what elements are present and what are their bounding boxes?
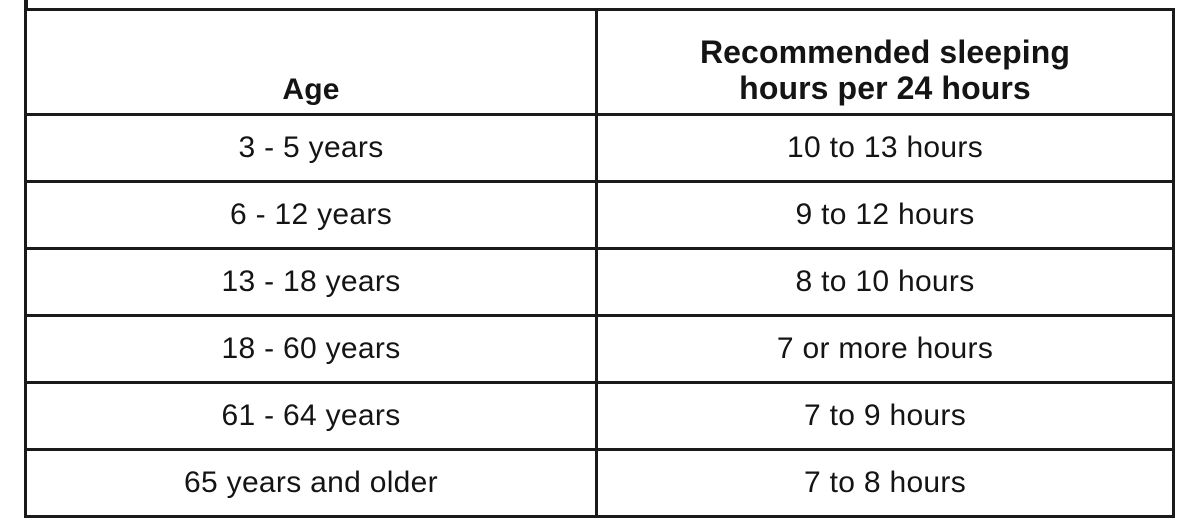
- cell-age: 13 - 18 years: [24, 247, 598, 317]
- cell-age: 65 years and older: [24, 448, 598, 518]
- table-body: 3 - 5 years 10 to 13 hours 6 - 12 years …: [24, 113, 1175, 518]
- table-row: 65 years and older 7 to 8 hours: [24, 448, 1175, 518]
- cell-hours-value: 7 or more hours: [776, 332, 994, 366]
- column-header-hours-line2: hours per 24 hours: [739, 70, 1031, 107]
- cell-hours-value: 7 to 8 hours: [803, 466, 967, 500]
- table-row: 61 - 64 years 7 to 9 hours: [24, 381, 1175, 451]
- cell-hours: 7 to 9 hours: [595, 381, 1175, 451]
- cell-age-value: 61 - 64 years: [221, 399, 401, 433]
- cell-hours-value: 9 to 12 hours: [795, 198, 975, 232]
- cell-age: 61 - 64 years: [24, 381, 598, 451]
- table-row: 18 - 60 years 7 or more hours: [24, 314, 1175, 384]
- cell-hours-value: 10 to 13 hours: [786, 131, 983, 165]
- cell-age-value: 6 - 12 years: [229, 198, 392, 232]
- table-row: 3 - 5 years 10 to 13 hours: [24, 113, 1175, 183]
- column-header-hours-line1: Recommended sleeping: [699, 34, 1071, 71]
- cell-age-value: 65 years and older: [184, 466, 438, 500]
- table-row: 13 - 18 years 8 to 10 hours: [24, 247, 1175, 317]
- recommended-sleep-table: Age Recommended sleeping hours per 24 ho…: [24, 8, 1175, 518]
- cell-age: 18 - 60 years: [24, 314, 598, 384]
- cell-age-value: 3 - 5 years: [238, 131, 384, 165]
- column-header-age-label: Age: [282, 73, 340, 107]
- cell-hours-value: 8 to 10 hours: [795, 265, 975, 299]
- column-header-hours: Recommended sleeping hours per 24 hours: [595, 8, 1175, 116]
- column-header-age: Age: [24, 8, 598, 116]
- cell-hours: 8 to 10 hours: [595, 247, 1175, 317]
- cell-hours-value: 7 to 9 hours: [803, 399, 967, 433]
- table-row: 6 - 12 years 9 to 12 hours: [24, 180, 1175, 250]
- table-left-rule-stub: [24, 0, 28, 12]
- cell-age: 6 - 12 years: [24, 180, 598, 250]
- table-header: Age Recommended sleeping hours per 24 ho…: [24, 8, 1175, 116]
- cell-age-value: 18 - 60 years: [221, 332, 401, 366]
- cell-age: 3 - 5 years: [24, 113, 598, 183]
- cell-hours: 7 to 8 hours: [595, 448, 1175, 518]
- cell-hours: 7 or more hours: [595, 314, 1175, 384]
- cell-hours: 9 to 12 hours: [595, 180, 1175, 250]
- cell-age-value: 13 - 18 years: [221, 265, 401, 299]
- column-header-hours-label: Recommended sleeping hours per 24 hours: [598, 34, 1172, 113]
- table-header-row: Age Recommended sleeping hours per 24 ho…: [24, 8, 1175, 116]
- cell-hours: 10 to 13 hours: [595, 113, 1175, 183]
